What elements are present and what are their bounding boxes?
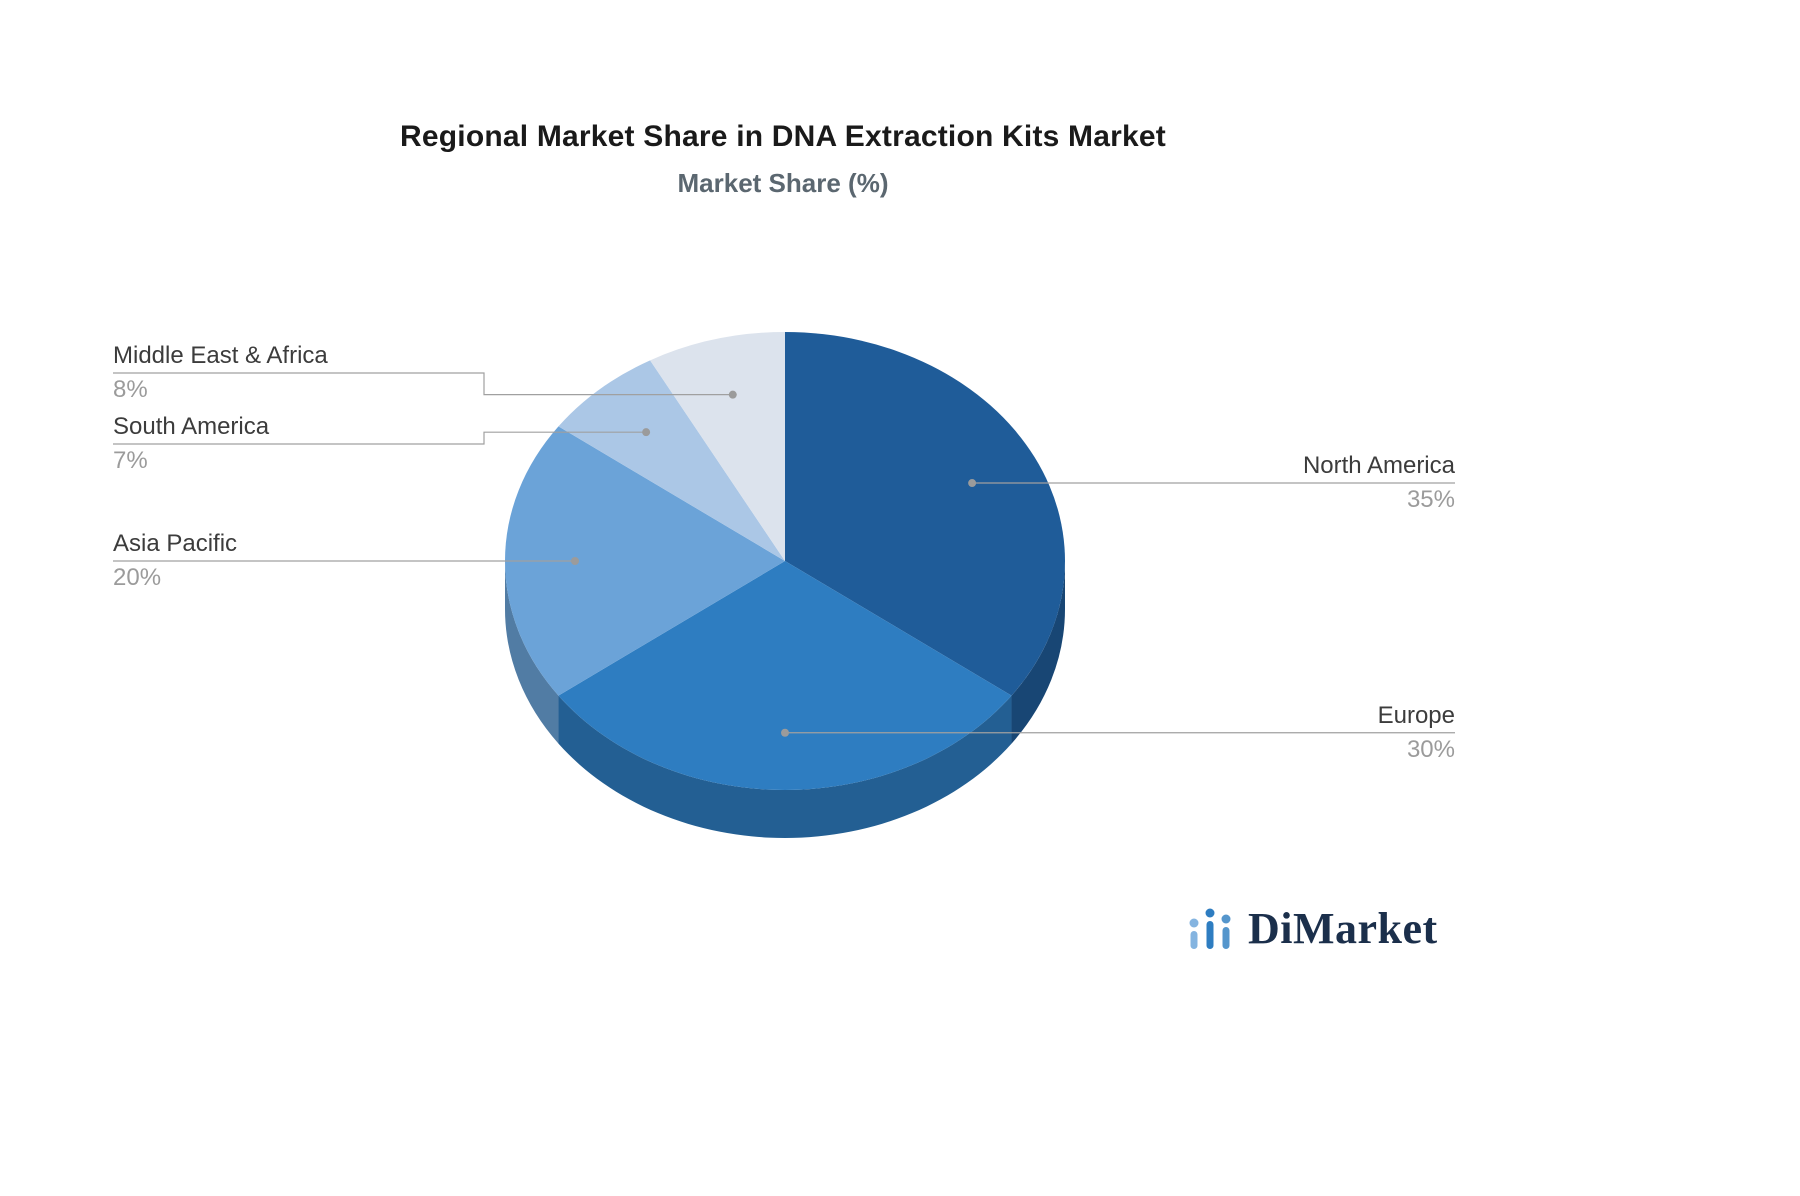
leader-line-middle-east-africa (113, 372, 733, 396)
brand-logo: DiMarket (1186, 903, 1438, 954)
pie-slice-south-america (558, 360, 785, 561)
chart-title: Regional Market Share in DNA Extraction … (400, 120, 1166, 153)
brand-logo-text: DiMarket (1248, 904, 1438, 953)
slice-value-south-america: 7% (113, 447, 148, 474)
callout-europe: Europe 30% (1378, 699, 1455, 767)
slice-label-south-america: South America (113, 413, 270, 440)
leader-line-south-america (113, 431, 647, 445)
leader-dot-asia-pacific (571, 557, 579, 565)
pie-slice-middle-east-africa (650, 332, 785, 561)
leader-dot-north-america (968, 479, 977, 488)
slice-label-middle-east-africa: Middle East & Africa (113, 342, 328, 369)
pie-side-north-america (1011, 561, 1065, 744)
pie-side-europe (558, 695, 1012, 839)
dimarket-logo-icon (1189, 908, 1231, 949)
slice-value-north-america: 35% (1406, 486, 1455, 514)
callout-middle-east-africa: Middle East & Africa 8% (113, 339, 328, 407)
leader-dot-europe (781, 728, 789, 737)
slice-label-asia-pacific: Asia Pacific (113, 530, 238, 557)
pie-slice-asia-pacific (504, 426, 785, 696)
slice-label-north-america: North America (1302, 452, 1455, 480)
pie-side-asia-pacific (505, 561, 559, 744)
callout-asia-pacific: Asia Pacific 20% (113, 527, 237, 595)
slice-value-asia-pacific: 20% (113, 564, 162, 591)
leader-dot-middle-east-africa (728, 390, 737, 399)
slice-value-europe: 30% (1406, 735, 1455, 763)
slice-label-europe: Europe (1377, 701, 1455, 729)
pie-slice-north-america (785, 332, 1065, 696)
leader-dot-south-america (642, 428, 651, 437)
slice-value-middle-east-africa: 8% (113, 376, 148, 403)
callout-south-america: South America 7% (113, 410, 269, 478)
callout-north-america: North America 35% (1303, 449, 1455, 517)
chart-subtitle: Market Share (%) (677, 168, 889, 198)
